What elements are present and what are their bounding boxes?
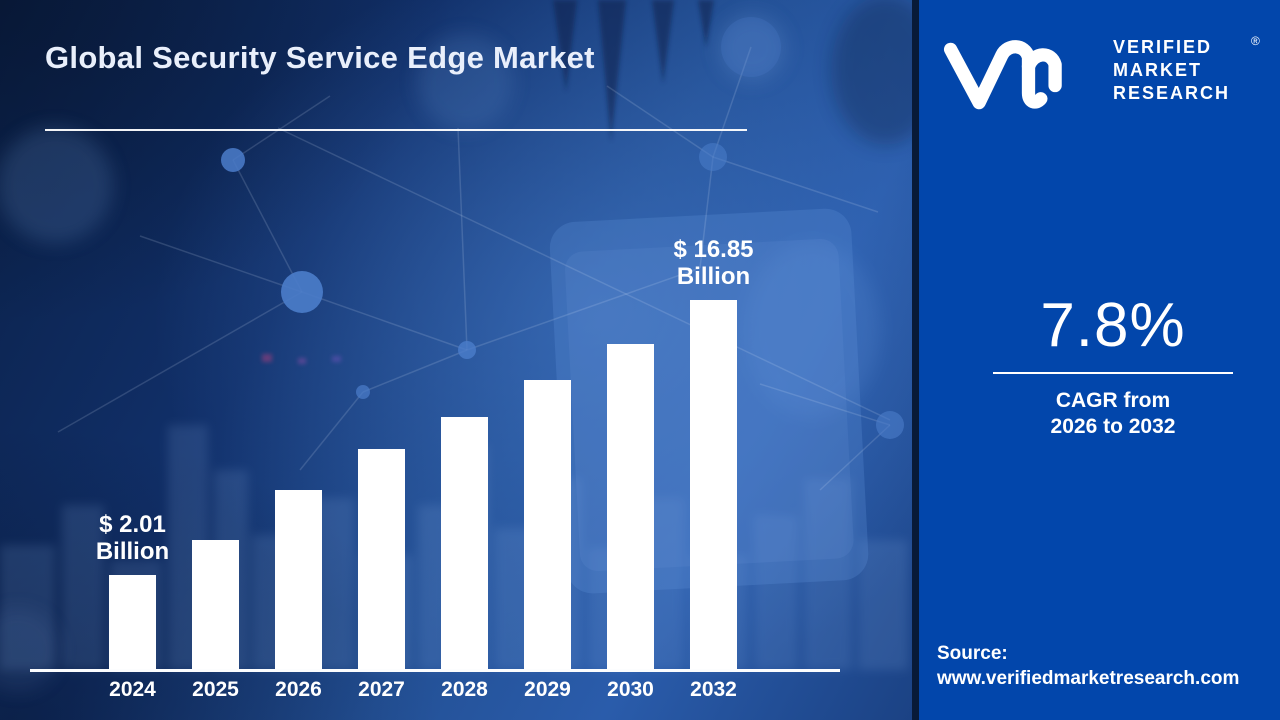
value-label-2032: $ 16.85 Billion (673, 236, 754, 290)
bar-2024 (109, 575, 156, 670)
bar-2025 (192, 540, 239, 670)
x-axis-label-2024: 2024 (109, 678, 156, 701)
x-axis-label-2029: 2029 (524, 678, 571, 701)
source-label: Source: (937, 643, 1008, 664)
bar-2028 (441, 417, 488, 670)
vmr-monogram-icon (943, 40, 1062, 110)
network-lines-art (57, 46, 891, 491)
bar-2027 (358, 449, 405, 670)
x-axis-label-2027: 2027 (358, 678, 405, 701)
brand-name-line2: MARKET (1113, 60, 1202, 80)
hand-art (744, 242, 880, 418)
chart-panel: Global Security Service Edge Market 2024… (0, 0, 912, 720)
bar-2030 (607, 344, 654, 670)
x-axis-label-2030: 2030 (607, 678, 654, 701)
x-axis-label-2032: 2032 (690, 678, 737, 701)
panel-divider (912, 0, 919, 720)
cagr-caption: CAGR from 2026 to 2032 (953, 388, 1273, 440)
bar-2026 (275, 490, 322, 670)
cagr-caption-line2: 2026 to 2032 (1050, 415, 1176, 438)
brand-sidebar: VERIFIED MARKET RESEARCH ® 7.8% CAGR fro… (919, 0, 1280, 720)
value-label-2024: $ 2.01 Billion (95, 511, 170, 565)
hand-shadow-art (831, 0, 912, 145)
top-silhouettes-art (553, 0, 714, 142)
network-nodes-art (221, 17, 904, 439)
x-axis-label-2026: 2026 (275, 678, 322, 701)
bar-2032 (690, 300, 737, 670)
source-url: www.verifiedmarketresearch.com (937, 668, 1240, 689)
brand-name-line1: VERIFIED (1113, 37, 1213, 57)
brand-name-line3: RESEARCH (1113, 83, 1231, 103)
cagr-caption-line1: CAGR from (1055, 389, 1171, 412)
x-axis-label-2028: 2028 (441, 678, 488, 701)
registered-trademark-icon: ® (1251, 34, 1260, 48)
cagr-value: 7.8% (1040, 291, 1186, 360)
brand-name: VERIFIED MARKET RESEARCH (1113, 36, 1230, 105)
page-title: Global Security Service Edge Market (45, 40, 595, 75)
title-underline (45, 129, 747, 131)
city-lights-art (262, 354, 341, 364)
x-axis-label-2025: 2025 (192, 678, 239, 701)
cagr-underline (993, 372, 1233, 374)
source-block: Source: www.verifiedmarketresearch.com (937, 641, 1239, 691)
x-axis-line (30, 669, 840, 672)
bar-chart: 2024 2025 2026 2027 2028 2029 2030 2032 $ 2.01 Bi… (95, 236, 754, 701)
bar-2029 (524, 380, 571, 670)
